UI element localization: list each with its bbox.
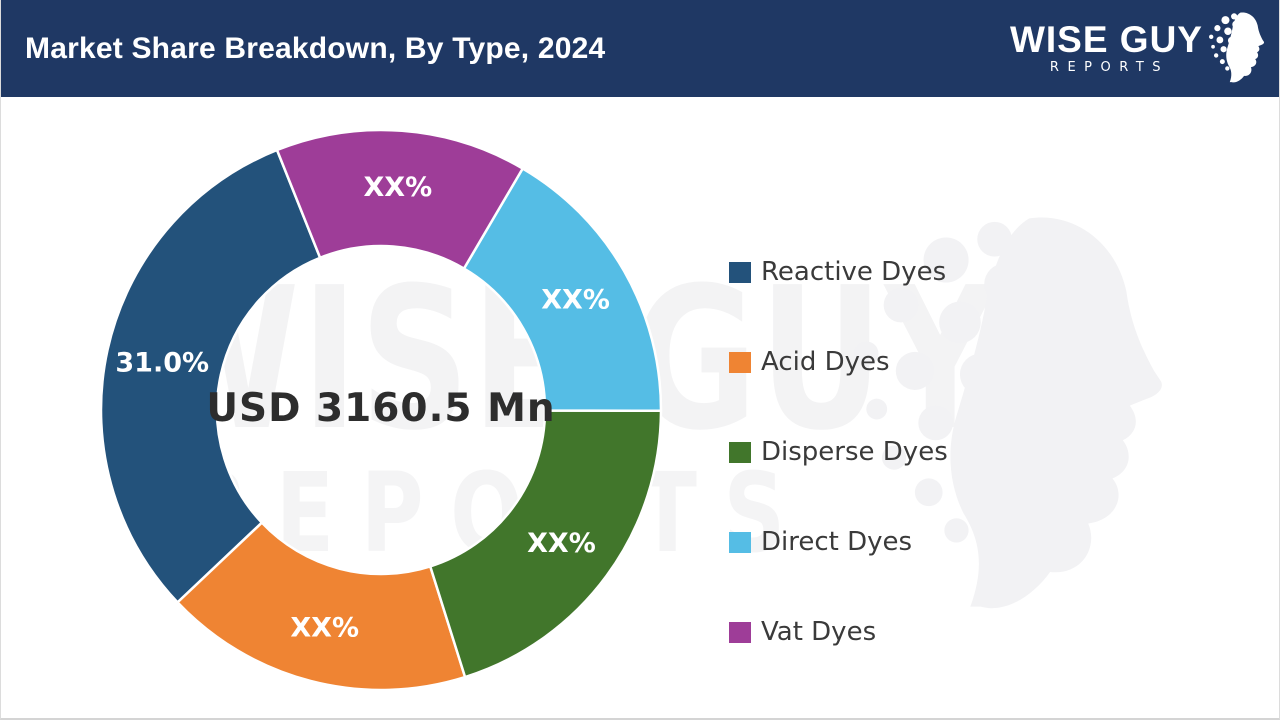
logo-face-icon (1205, 6, 1267, 90)
logo-subtitle: REPORTS (1049, 59, 1170, 75)
page-title: Market Share Breakdown, By Type, 2024 (25, 31, 606, 65)
legend-item-acid-dyes: Acid Dyes (729, 347, 890, 377)
legend-label: Direct Dyes (761, 527, 913, 557)
chart-legend: Reactive Dyes Acid Dyes Disperse Dyes Direc… (729, 0, 1049, 718)
slice-label-direct-dyes: XX% (541, 284, 610, 315)
legend-label: Reactive Dyes (761, 257, 947, 287)
legend-swatch (729, 441, 751, 463)
legend-label: Disperse Dyes (761, 437, 948, 467)
donut-slice-disperse-dyes (429, 409, 663, 679)
legend-swatch (729, 261, 751, 283)
wise-guy-reports-logo: WISE GUY REPORTS (1010, 6, 1267, 90)
legend-label: Vat Dyes (761, 617, 877, 647)
legend-item-direct-dyes: Direct Dyes (729, 527, 912, 557)
slice-label-reactive-dyes: 31.0% (115, 347, 209, 378)
donut-chart: 31.0% XX% XX% XX% XX% (99, 128, 663, 692)
legend-label: Acid Dyes (761, 347, 890, 377)
legend-item-disperse-dyes: Disperse Dyes (729, 437, 948, 467)
logo-text: WISE GUY REPORTS (1009, 18, 1203, 75)
legend-item-reactive-dyes: Reactive Dyes (729, 257, 946, 287)
donut-slice-reactive-dyes (99, 148, 322, 604)
header-bar: Market Share Breakdown, By Type, 2024 WI… (1, 0, 1279, 97)
slice-label-vat-dyes: XX% (363, 172, 432, 203)
legend-swatch (729, 621, 751, 643)
donut-slice-acid-dyes (176, 521, 467, 692)
slice-label-disperse-dyes: XX% (527, 528, 596, 559)
legend-item-vat-dyes: Vat Dyes (729, 617, 876, 647)
slice-label-acid-dyes: XX% (290, 612, 359, 643)
logo-wordmark: WISE GUY (1009, 18, 1203, 60)
chart-center-value: USD 3160.5 Mn (206, 386, 556, 431)
legend-swatch (729, 351, 751, 373)
donut-slice-vat-dyes (275, 128, 524, 270)
legend-swatch (729, 531, 751, 553)
